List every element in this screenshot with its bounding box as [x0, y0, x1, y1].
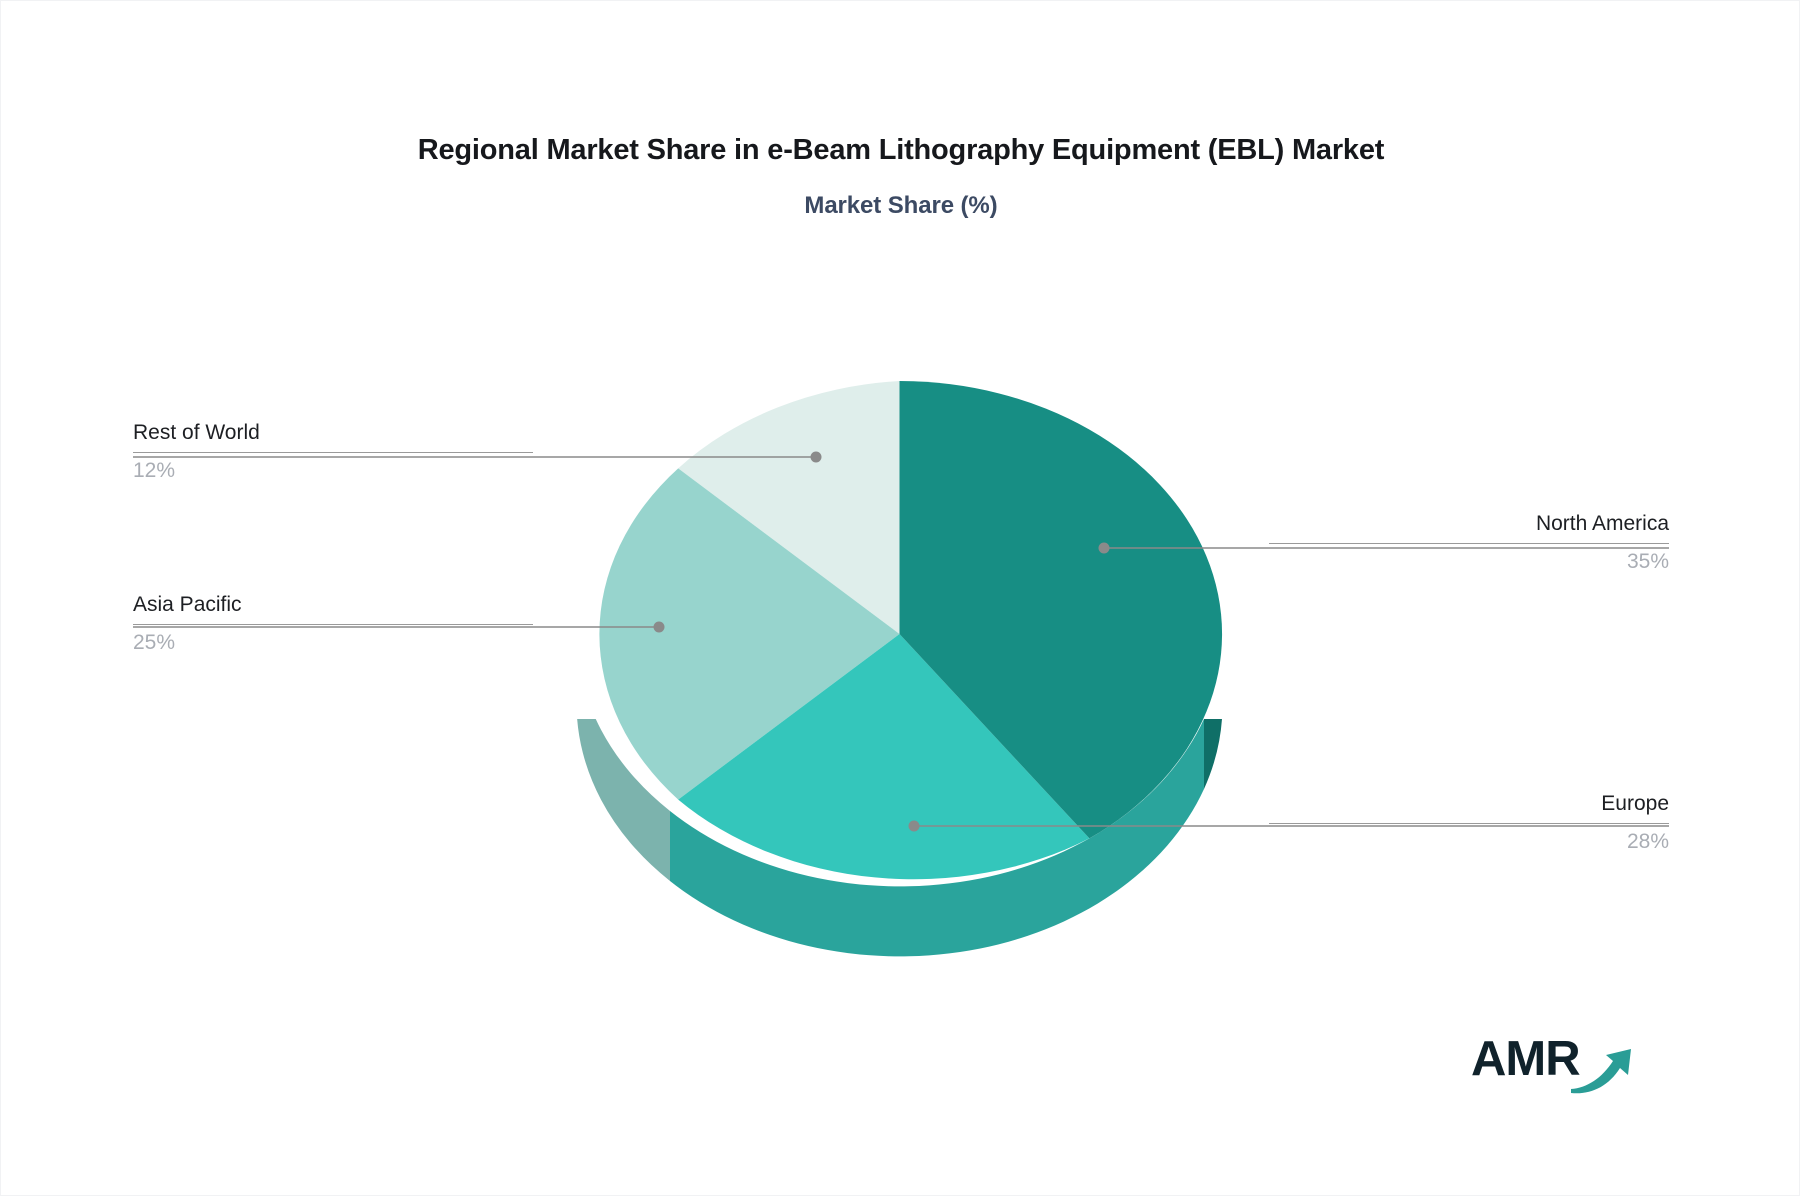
- pie-3d-depth: [577, 719, 1222, 957]
- callout-rest-of-world[interactable]: Rest of World 12%: [133, 418, 533, 486]
- chart-title: Regional Market Share in e-Beam Lithogra…: [417, 134, 1385, 166]
- callout-rule-rest-of-world: [133, 452, 533, 453]
- pie-slice-north-america: [899, 381, 1223, 839]
- leader-dot-asia-pacific: [653, 621, 665, 633]
- leader-dot-north-america: [1098, 542, 1110, 554]
- pie-depth-north-america: [1204, 719, 1222, 789]
- callout-north-america[interactable]: North America 35%: [1269, 509, 1669, 577]
- pie-depth-asia-pacific: [577, 719, 670, 881]
- callout-value-north-america: 35%: [1626, 550, 1669, 573]
- callout-rule-europe: [1269, 823, 1669, 824]
- callout-rule-asia-pacific: [133, 624, 533, 625]
- pie-top-face: [599, 381, 1223, 880]
- leader-dot-europe: [908, 820, 920, 832]
- callout-label-rest-of-world: Rest of World: [133, 421, 260, 444]
- amr-logo-text: AMR: [1471, 1032, 1581, 1086]
- callout-label-europe: Europe: [1601, 792, 1669, 815]
- pie-depth-europe: [670, 719, 1204, 957]
- growth-arrow-icon: [1571, 1049, 1631, 1094]
- pie-slice-rest-of-world: [678, 381, 900, 634]
- callout-value-asia-pacific: 25%: [133, 631, 176, 654]
- callout-label-asia-pacific: Asia Pacific: [133, 593, 242, 616]
- pie-leader-lines: [133, 451, 1669, 832]
- pie-slice-europe: [678, 634, 1090, 880]
- callout-value-europe: 28%: [1626, 830, 1669, 853]
- callout-asia-pacific[interactable]: Asia Pacific 25%: [133, 590, 533, 658]
- chart-subtitle: Market Share (%): [804, 192, 998, 219]
- callout-value-rest-of-world: 12%: [133, 459, 176, 482]
- callout-label-north-america: North America: [1535, 512, 1669, 535]
- pie-slice-asia-pacific: [599, 468, 900, 800]
- callout-rule-north-america: [1269, 543, 1669, 544]
- amr-logo: AMR: [1471, 1031, 1646, 1095]
- callout-europe[interactable]: Europe 28%: [1269, 789, 1669, 857]
- leader-dot-rest-of-world: [810, 451, 822, 463]
